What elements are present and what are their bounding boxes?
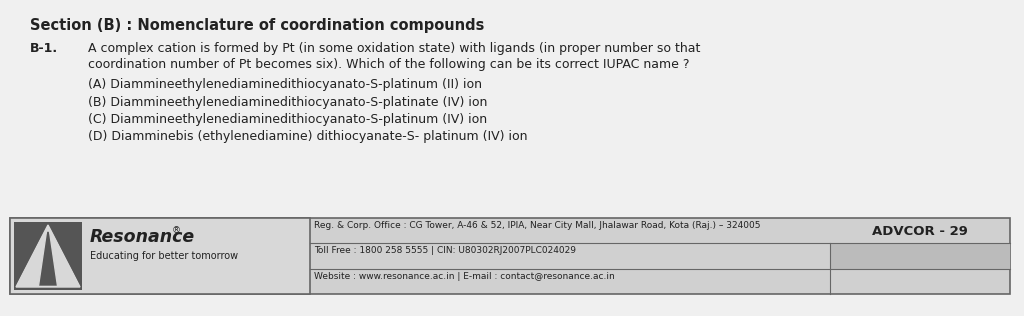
Polygon shape: [20, 232, 76, 285]
Text: coordination number of Pt becomes six). Which of the following can be its correc: coordination number of Pt becomes six). …: [88, 58, 689, 71]
Text: Section (B) : Nomenclature of coordination compounds: Section (B) : Nomenclature of coordinati…: [30, 18, 484, 33]
Text: (A) Diammineethylenediaminedithiocyanato-S-platinum (II) ion: (A) Diammineethylenediaminedithiocyanato…: [88, 78, 482, 91]
Text: Resonance: Resonance: [90, 228, 196, 246]
Text: ®: ®: [172, 226, 181, 235]
Text: Educating for better tomorrow: Educating for better tomorrow: [90, 251, 239, 261]
Text: B-1.: B-1.: [30, 42, 58, 55]
Text: Reg. & Corp. Office : CG Tower, A-46 & 52, IPIA, Near City Mall, Jhalawar Road, : Reg. & Corp. Office : CG Tower, A-46 & 5…: [314, 221, 761, 230]
Polygon shape: [49, 228, 79, 286]
Text: A complex cation is formed by Pt (in some oxidation state) with ligands (in prop: A complex cation is formed by Pt (in som…: [88, 42, 700, 55]
Bar: [830, 243, 1010, 269]
Polygon shape: [17, 228, 47, 286]
Bar: [14, 222, 82, 290]
Text: ADVCOR - 29: ADVCOR - 29: [872, 225, 968, 238]
Polygon shape: [16, 225, 80, 287]
Text: (B) Diammineethylenediaminedithiocyanato-S-platinate (IV) ion: (B) Diammineethylenediaminedithiocyanato…: [88, 96, 487, 109]
Text: (C) Diammineethylenediaminedithiocyanato-S-platinum (IV) ion: (C) Diammineethylenediaminedithiocyanato…: [88, 113, 487, 126]
Text: (D) Diamminebis (ethylenediamine) dithiocyanate-S- platinum (IV) ion: (D) Diamminebis (ethylenediamine) dithio…: [88, 130, 527, 143]
Text: Website : www.resonance.ac.in | E-mail : contact@resonance.ac.in: Website : www.resonance.ac.in | E-mail :…: [314, 272, 614, 281]
Bar: [10, 218, 310, 294]
Text: Toll Free : 1800 258 5555 | CIN: U80302RJ2007PLC024029: Toll Free : 1800 258 5555 | CIN: U80302R…: [314, 246, 575, 255]
Bar: [10, 218, 1010, 294]
